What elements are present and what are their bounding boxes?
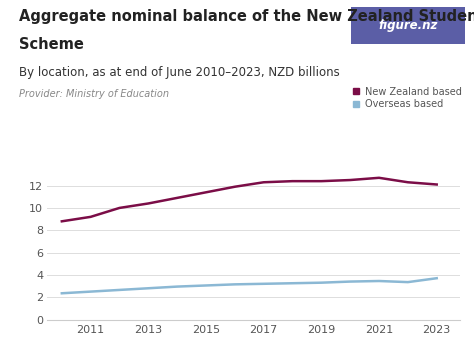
Text: Scheme: Scheme xyxy=(19,37,84,52)
Legend: New Zealand based, Overseas based: New Zealand based, Overseas based xyxy=(353,87,462,109)
Text: Aggregate nominal balance of the New Zealand Student Loan: Aggregate nominal balance of the New Zea… xyxy=(19,9,474,24)
Text: Provider: Ministry of Education: Provider: Ministry of Education xyxy=(19,89,169,99)
Text: By location, as at end of June 2010–2023, NZD billions: By location, as at end of June 2010–2023… xyxy=(19,66,340,79)
Text: figure.nz: figure.nz xyxy=(378,19,438,32)
